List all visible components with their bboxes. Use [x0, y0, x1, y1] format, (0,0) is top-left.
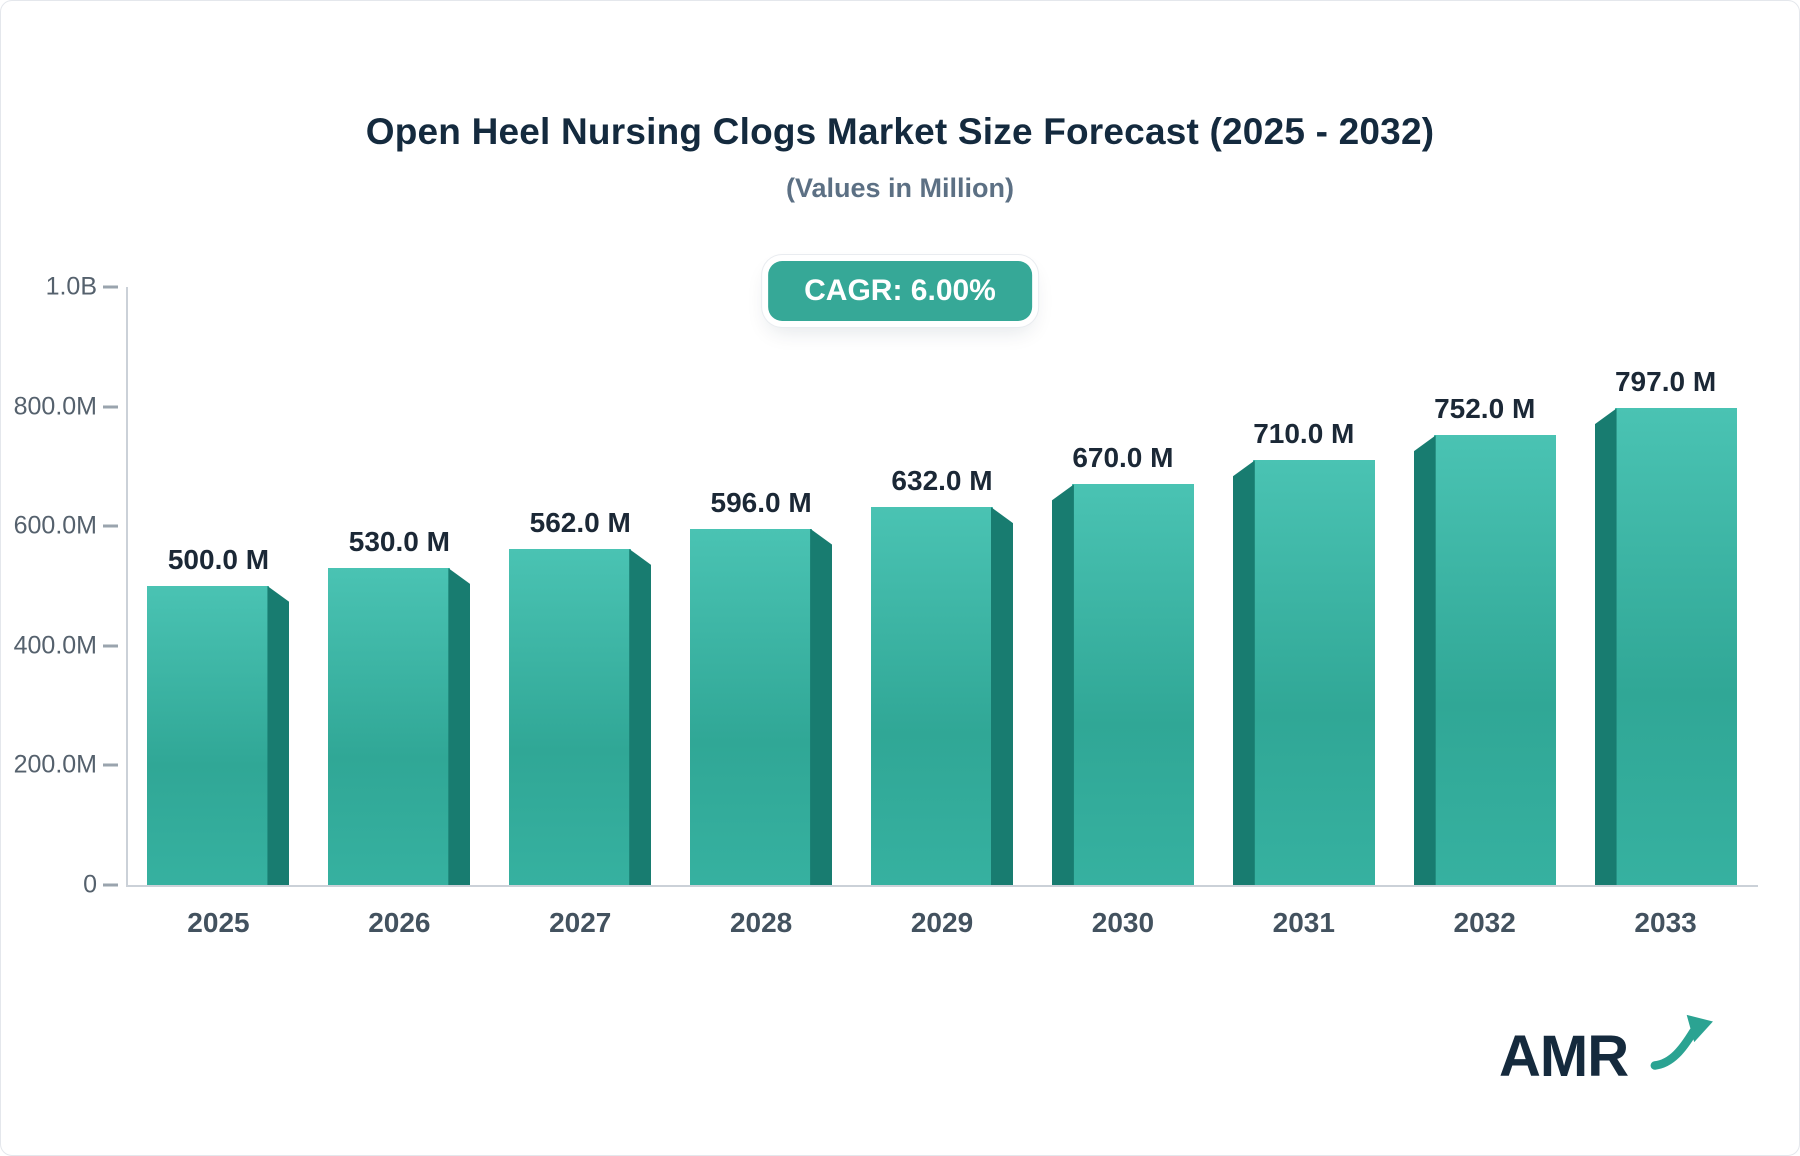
x-axis-year-label: 2025 [187, 907, 250, 938]
bar-front-face [1071, 484, 1194, 885]
chart-subtitle: (Values in Million) [785, 173, 1015, 203]
bar-group-2032: 752.0 M 2032 [1394, 287, 1575, 938]
x-axis-year-label: 2033 [1634, 907, 1697, 938]
y-axis-line [126, 287, 128, 887]
y-axis-tick-mark [103, 644, 118, 648]
bar-side-shadow [1594, 408, 1617, 885]
y-axis-tick-label: 0 [83, 870, 97, 899]
bar-value-label: 710.0 M [1253, 418, 1355, 450]
bar-value-label: 797.0 M [1614, 366, 1717, 398]
bar-side-shadow [810, 528, 833, 885]
bar-group-2029: 632.0 M 2029 [852, 287, 1033, 938]
bar-value-label: 530.0 M [348, 526, 450, 558]
bar-group-2027: 562.0 M 2027 [490, 287, 671, 938]
y-axis-tick-label: 200.0M [13, 750, 97, 779]
y-axis-tick-mark [103, 763, 118, 767]
bar-value-label: 752.0 M [1434, 393, 1536, 425]
bar-value-label: 562.0 M [529, 506, 631, 538]
bars-row: 500.0 M 2025 530.0 M 2026 562.0 M 2027 596.0 M… [128, 287, 1756, 938]
y-axis-tick-mark [103, 883, 118, 887]
x-axis-year-label: 2028 [729, 907, 793, 938]
y-axis-tick-label: 800.0M [13, 392, 97, 421]
bar-front-face [509, 548, 632, 885]
bar-side-shadow [991, 507, 1013, 885]
bar-side-shadow [1232, 460, 1255, 885]
bar-front-face [690, 528, 813, 885]
bar-group-2026: 530.0 M 2026 [309, 287, 490, 938]
bar-value-label: 632.0 M [891, 465, 993, 497]
bar-front-face [328, 568, 451, 885]
x-axis-year-label: 2031 [1272, 907, 1335, 938]
bar [328, 568, 471, 885]
bar-front-face [871, 507, 993, 885]
y-axis-tick-mark [103, 285, 118, 289]
bar [147, 586, 290, 885]
bar [690, 528, 833, 885]
x-axis-year-label: 2026 [368, 907, 431, 938]
bar [1413, 435, 1556, 885]
bar-side-shadow [1413, 435, 1436, 885]
y-axis-tick-mark [103, 405, 118, 409]
bar-front-face [1252, 460, 1375, 885]
bar [1232, 460, 1375, 885]
y-axis-tick-label: 400.0M [13, 631, 97, 660]
cagr-badge: CAGR: 6.00% [768, 261, 1032, 321]
bar-side-shadow [448, 568, 471, 885]
x-axis-year-label: 2027 [549, 907, 612, 938]
bar-group-2030: 670.0 M 2030 [1032, 287, 1213, 938]
y-axis-tick-mark [103, 524, 118, 528]
bar [871, 507, 1013, 885]
bar [1594, 408, 1737, 885]
amr-logo-arrow-icon [1650, 1014, 1713, 1070]
x-axis-year-label: 2032 [1453, 907, 1516, 938]
amr-logo-text: AMR [1499, 1024, 1629, 1089]
bar-front-face [147, 586, 270, 885]
bar-group-2031: 710.0 M 2031 [1213, 287, 1394, 938]
bar [1051, 484, 1194, 885]
bar-group-2025: 500.0 M 2025 [128, 287, 309, 938]
bar-side-shadow [267, 586, 290, 885]
bar-value-label: 500.0 M [167, 544, 270, 575]
bar-side-shadow [1051, 484, 1074, 885]
bar-group-2028: 596.0 M 2028 [671, 287, 852, 938]
y-axis-tick-label: 1.0B [45, 272, 97, 301]
chart-title: Open Heel Nursing Clogs Market Size Fore… [365, 111, 1435, 152]
x-axis-year-label: 2030 [1091, 907, 1155, 938]
bar-value-label: 596.0 M [710, 486, 812, 518]
bar-value-label: 670.0 M [1072, 442, 1174, 474]
x-axis-year-label: 2029 [910, 907, 974, 938]
bar-front-face [1433, 435, 1556, 885]
bar-side-shadow [629, 548, 652, 885]
x-axis-line [126, 885, 1758, 887]
bar-group-2033: 797.0 M 2033 [1575, 287, 1756, 938]
bar [509, 548, 652, 885]
bar-front-face [1614, 408, 1737, 885]
y-axis-tick-label: 600.0M [13, 511, 97, 540]
amr-logo: AMR [1499, 1014, 1713, 1093]
